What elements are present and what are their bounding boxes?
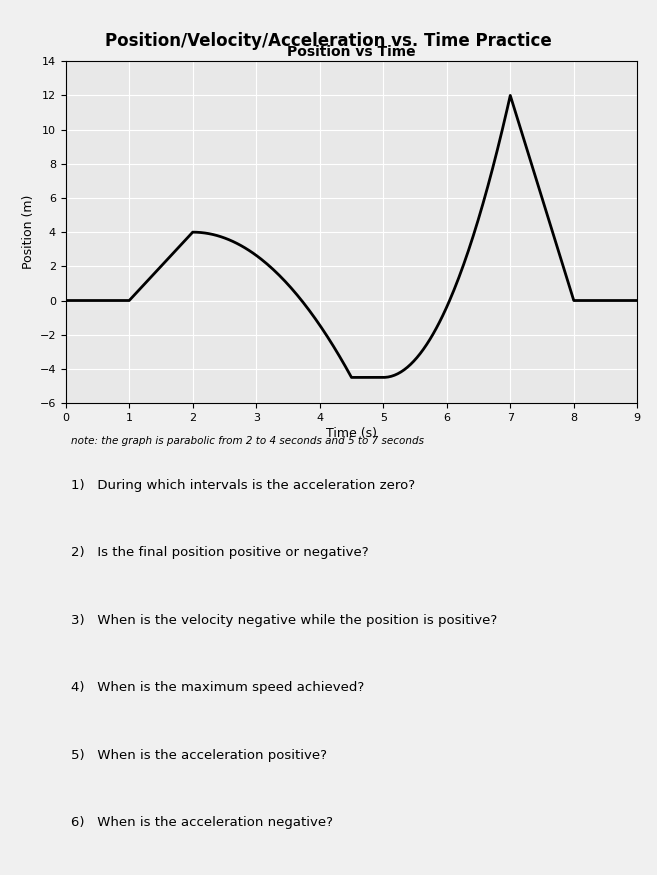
Title: Position vs Time: Position vs Time: [287, 45, 416, 59]
Text: 6)   When is the acceleration negative?: 6) When is the acceleration negative?: [72, 816, 333, 829]
Text: 4)   When is the maximum speed achieved?: 4) When is the maximum speed achieved?: [72, 682, 365, 695]
Text: 1)   During which intervals is the acceleration zero?: 1) During which intervals is the acceler…: [72, 479, 415, 492]
Text: 5)   When is the acceleration positive?: 5) When is the acceleration positive?: [72, 749, 327, 762]
Text: Position/Velocity/Acceleration vs. Time Practice: Position/Velocity/Acceleration vs. Time …: [105, 32, 552, 51]
Text: note: the graph is parabolic from 2 to 4 seconds and 5 to 7 seconds: note: the graph is parabolic from 2 to 4…: [72, 436, 424, 445]
Y-axis label: Position (m): Position (m): [22, 195, 35, 270]
Text: 2)   Is the final position positive or negative?: 2) Is the final position positive or neg…: [72, 547, 369, 559]
X-axis label: Time (s): Time (s): [326, 427, 377, 440]
Text: 3)   When is the velocity negative while the position is positive?: 3) When is the velocity negative while t…: [72, 614, 497, 626]
